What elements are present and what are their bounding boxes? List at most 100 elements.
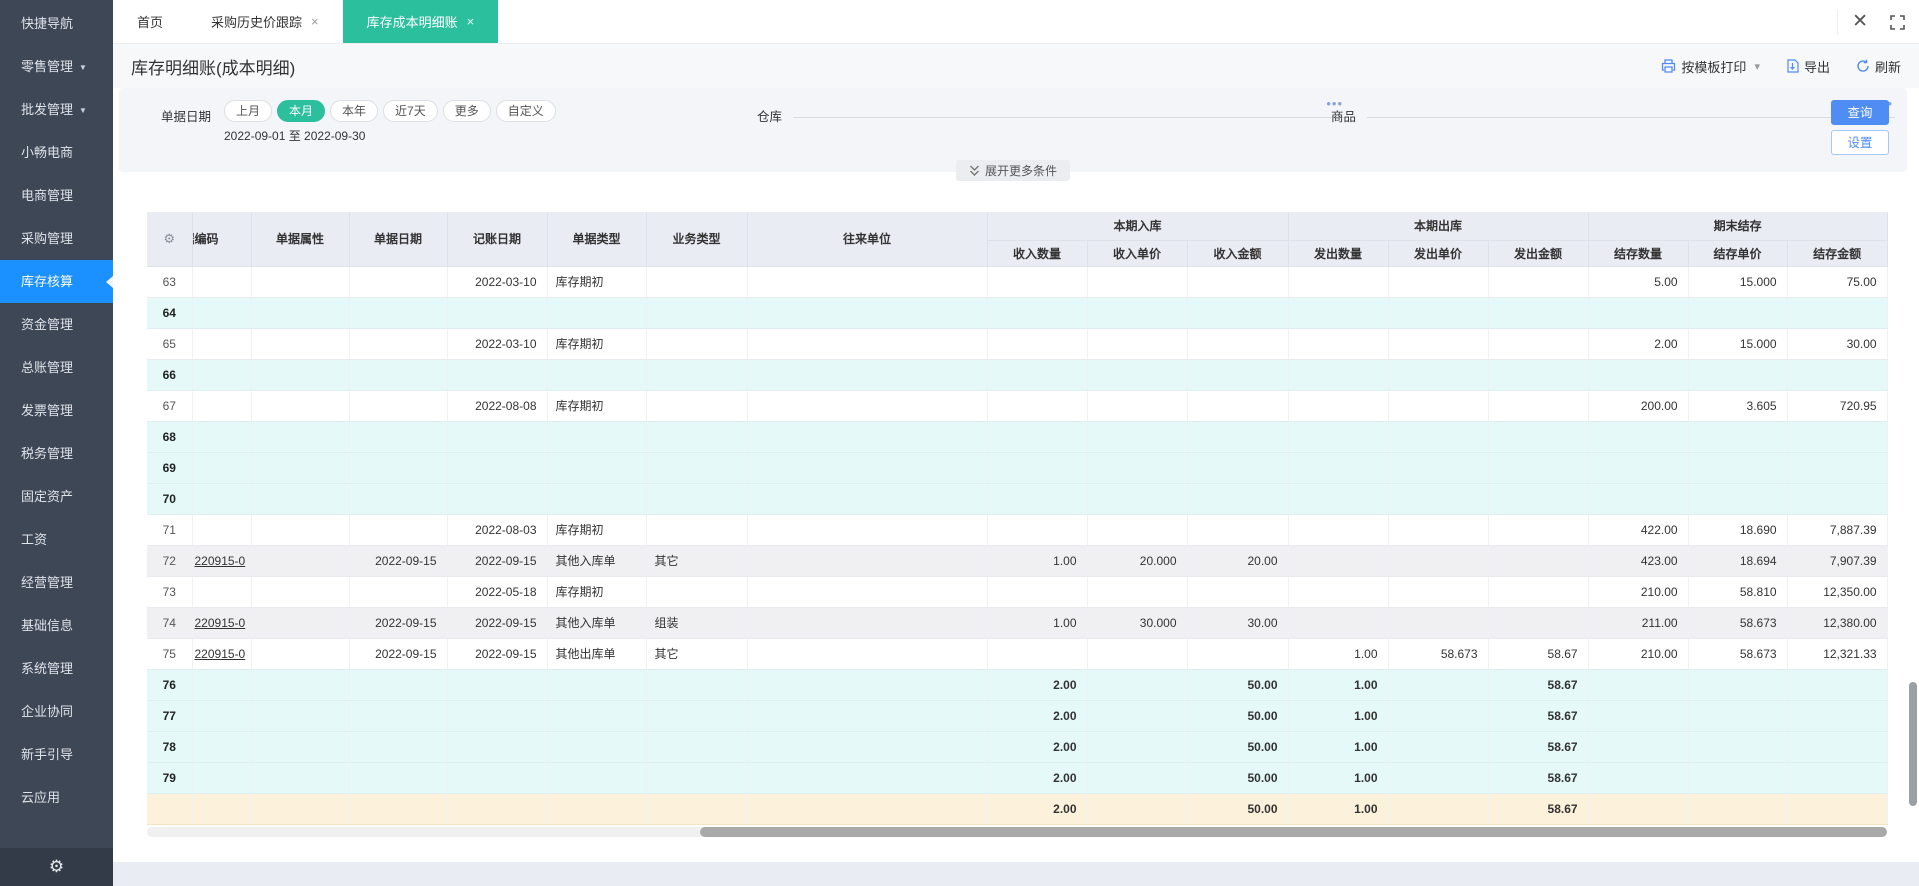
close-icon[interactable]: ✕ — [1837, 9, 1882, 35]
date-chip-0[interactable]: 上月 — [224, 100, 273, 122]
table-row[interactable]: 79 2.00 50.00 1.00 58.67 — [147, 762, 1888, 794]
table-row[interactable]: 68 — [147, 421, 1888, 453]
tab-1[interactable]: 采购历史价跟踪 × — [187, 0, 343, 43]
query-button[interactable]: 查询 — [1831, 100, 1889, 125]
table-row[interactable]: 66 — [147, 359, 1888, 391]
sidebar-item-10[interactable]: 税务管理 — [0, 432, 113, 475]
cell-bal-amount — [1787, 421, 1888, 453]
table-row[interactable]: 70 — [147, 483, 1888, 515]
cell-out-price — [1388, 700, 1489, 732]
vertical-scrollbar[interactable] — [1909, 682, 1917, 806]
warehouse-picker-icon[interactable]: ••• — [1326, 96, 1343, 111]
cell-in-price — [1087, 390, 1188, 422]
sidebar-item-17[interactable]: 新手引导 — [0, 733, 113, 776]
sidebar-item-14[interactable]: 基础信息 — [0, 604, 113, 647]
sidebar-item-6[interactable]: 库存核算 — [0, 260, 113, 303]
cell-doc-type: 库存期初 — [547, 514, 647, 546]
sidebar-item-1[interactable]: 零售管理 ▼ — [0, 45, 113, 88]
fullscreen-icon[interactable] — [1890, 14, 1905, 30]
table-row[interactable]: 72 220915-0 2022-09-15 2022-09-15 其他入库单 其它 1.0… — [147, 545, 1888, 577]
sidebar-item-13[interactable]: 经营管理 — [0, 561, 113, 604]
doc-code-link[interactable]: 220915-0 — [194, 553, 246, 568]
table-row[interactable]: 65 2022-03-10 库存期初 2.00 15.000 30.00 — [147, 328, 1888, 360]
cell-doc-type: 库存期初 — [547, 266, 647, 298]
print-dropdown-chevron-icon[interactable]: ▾ — [1754, 60, 1760, 73]
table-row[interactable]: 67 2022-08-08 库存期初 200.00 3.605 720.95 — [147, 390, 1888, 422]
doc-code-link[interactable]: 220915-0 — [194, 615, 246, 630]
sidebar-item-label: 云应用 — [21, 790, 61, 805]
cell-doc-code — [192, 669, 252, 701]
sidebar-item-18[interactable]: 云应用 — [0, 776, 113, 819]
cell-bal-price — [1688, 297, 1788, 329]
print-by-template-button[interactable]: 按模板打印 — [1661, 57, 1746, 76]
cell-bal-amount — [1787, 669, 1888, 701]
sidebar-item-11[interactable]: 固定资产 — [0, 475, 113, 518]
settings-button[interactable]: 设置 — [1831, 130, 1889, 155]
cell-doc-date — [349, 576, 448, 608]
column-gear-icon[interactable]: ⚙ — [163, 230, 176, 246]
cell-biz-type — [646, 762, 748, 794]
table-row[interactable]: 71 2022-08-03 库存期初 422.00 18.690 7,887.39 — [147, 514, 1888, 546]
cell-doc-date — [349, 700, 448, 732]
table-row[interactable]: 77 2.00 50.00 1.00 58.67 — [147, 700, 1888, 732]
sidebar-item-16[interactable]: 企业协同 — [0, 690, 113, 733]
tab-0[interactable]: 首页 — [113, 0, 187, 43]
table-row[interactable]: 78 2.00 50.00 1.00 58.67 — [147, 731, 1888, 763]
tab-close-icon[interactable]: × — [466, 14, 475, 29]
sidebar-item-3[interactable]: 小畅电商 — [0, 131, 113, 174]
date-chip-5[interactable]: 自定义 — [495, 100, 556, 122]
date-chip-4[interactable]: 更多 — [442, 100, 491, 122]
sidebar-item-5[interactable]: 采购管理 — [0, 217, 113, 260]
table-row[interactable]: 64 — [147, 297, 1888, 329]
cell-in-qty — [987, 483, 1088, 515]
horizontal-scrollbar-thumb[interactable] — [700, 826, 1887, 837]
sidebar-item-12[interactable]: 工资 — [0, 518, 113, 561]
cell-out-price — [1388, 266, 1489, 298]
ledger-table: ⚙ 单据编码 单据属性 单据日期 记账日期 单据类型 业务类型 往来单位 本期入… — [147, 212, 1888, 825]
date-chip-2[interactable]: 本年 — [330, 100, 379, 122]
cell-bal-amount: 7,907.39 — [1787, 545, 1888, 577]
table-row[interactable]: 74 220915-0 2022-09-15 2022-09-15 其他入库单 组装 1.0… — [147, 607, 1888, 639]
table-row[interactable]: 63 2022-03-10 库存期初 5.00 15.000 75.00 — [147, 266, 1888, 298]
cell-book-date — [447, 731, 548, 763]
sidebar-item-4[interactable]: 电商管理 — [0, 174, 113, 217]
column-settings-header[interactable]: ⚙ — [147, 212, 193, 267]
table-row[interactable]: 69 — [147, 452, 1888, 484]
export-button[interactable]: 导出 — [1786, 57, 1830, 76]
table-row[interactable]: 73 2022-05-18 库存期初 210.00 58.810 12,350.00 — [147, 576, 1888, 608]
cell-bal-amount — [1787, 297, 1888, 329]
chevron-down-icon: ▼ — [79, 63, 87, 72]
product-input[interactable]: ••• — [1367, 94, 1895, 118]
cell-bal-amount: 12,350.00 — [1787, 576, 1888, 608]
cell-bal-price — [1688, 669, 1788, 701]
date-range-value[interactable]: 2022-09-01 至 2022-09-30 — [224, 129, 366, 143]
settings-gear-icon[interactable]: ⚙ — [48, 857, 65, 876]
expand-more-conditions-button[interactable]: 展开更多条件 — [955, 160, 1071, 181]
tab-2[interactable]: 库存成本明细账 × — [342, 0, 499, 43]
date-chip-1[interactable]: 本月 — [277, 100, 326, 122]
cell-out-amount — [1488, 483, 1589, 515]
sidebar-item-8[interactable]: 总账管理 — [0, 346, 113, 389]
cell-out-qty — [1288, 452, 1389, 484]
doc-code-link[interactable]: 220915-0 — [194, 646, 246, 661]
cell-in-price — [1087, 328, 1188, 360]
refresh-button[interactable]: 刷新 — [1856, 57, 1901, 76]
warehouse-input[interactable]: ••• — [793, 94, 1345, 118]
sidebar-item-7[interactable]: 资金管理 — [0, 303, 113, 346]
sidebar-item-9[interactable]: 发票管理 — [0, 389, 113, 432]
sidebar-item-0[interactable]: 快捷导航 — [0, 2, 113, 45]
sidebar-item-15[interactable]: 系统管理 — [0, 647, 113, 690]
cell-doc-attr — [251, 607, 350, 639]
active-item-collapse-arrow-icon[interactable] — [106, 275, 113, 288]
table-row[interactable]: 75 220915-0 2022-09-15 2022-09-15 其他出库单 其它 1.0… — [147, 638, 1888, 670]
date-chip-3[interactable]: 近7天 — [383, 100, 438, 122]
tab-close-icon[interactable]: × — [311, 14, 319, 29]
table-row[interactable]: 76 2.00 50.00 1.00 58.67 — [147, 669, 1888, 701]
cell-partner — [747, 297, 988, 329]
cell-in-price: 30.000 — [1087, 607, 1188, 639]
sidebar-item-2[interactable]: 批发管理 ▼ — [0, 88, 113, 131]
cell-book-date: 2022-08-03 — [447, 514, 548, 546]
cell-book-date: 2022-03-10 — [447, 328, 548, 360]
table-row[interactable]: 2.00 50.00 1.00 58.67 — [147, 793, 1888, 825]
cell-in-price — [1087, 576, 1188, 608]
